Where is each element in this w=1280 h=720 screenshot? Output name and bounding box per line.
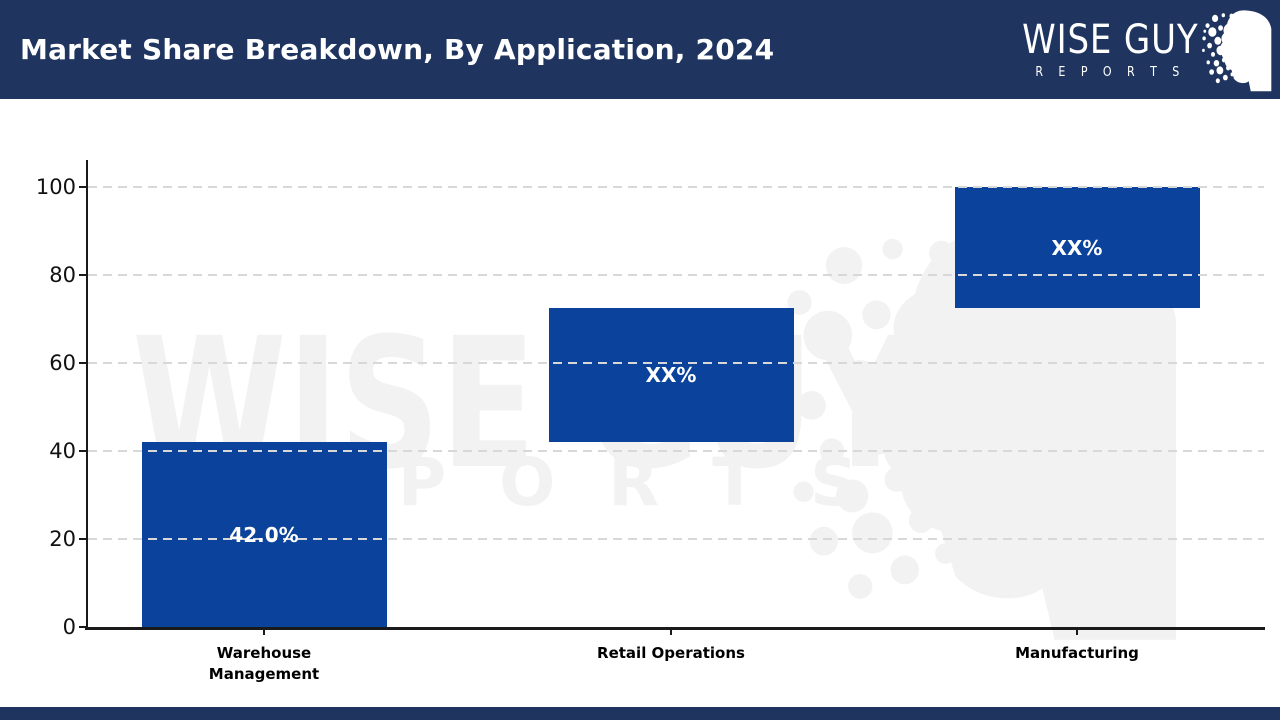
y-tick-label: 0 (62, 615, 76, 639)
y-tick-label: 40 (49, 439, 76, 463)
y-tick-mark (79, 538, 88, 540)
x-category-label: Warehouse Management (208, 644, 320, 683)
y-tick-label: 100 (35, 175, 76, 199)
x-tick-mark (1076, 627, 1078, 635)
y-axis-line (86, 160, 88, 629)
x-axis-line (85, 627, 1265, 630)
watermark-face-icon (767, 223, 1176, 640)
y-tick-mark (79, 362, 88, 364)
bar-warehouse-management (141, 442, 387, 627)
logo-subtext: R E P O R T S (1034, 64, 1185, 80)
header-bar: Market Share Breakdown, By Application, … (0, 0, 1280, 99)
y-tick-mark (79, 450, 88, 452)
bar-retail-operations (548, 308, 794, 443)
page-title: Market Share Breakdown, By Application, … (20, 33, 775, 66)
y-tick-label: 60 (49, 351, 76, 375)
y-tick-label: 80 (49, 263, 76, 287)
gridline-100 (88, 186, 1264, 188)
x-tick-mark (670, 627, 672, 635)
gridline-60 (88, 362, 1264, 364)
wiseguy-face-icon (1202, 9, 1272, 91)
footer-bar (0, 707, 1280, 720)
gridline-80 (88, 274, 1264, 276)
gridline-20 (88, 538, 1264, 540)
x-category-label: Manufacturing (1015, 644, 1139, 662)
y-tick-mark (79, 626, 88, 628)
y-tick-mark (79, 274, 88, 276)
bar-value-label-retail-operations: XX% (645, 363, 697, 388)
x-category-label: Retail Operations (597, 644, 745, 662)
logo-text: WISE GUY R E P O R T S (1022, 20, 1198, 80)
gridline-40 (88, 450, 1264, 452)
y-tick-mark (79, 186, 88, 188)
bar-manufacturing (954, 187, 1200, 308)
y-tick-label: 20 (49, 527, 76, 551)
bar-value-label-manufacturing: XX% (1051, 235, 1103, 260)
bar-value-label-warehouse-management: 42.0% (229, 522, 299, 547)
wiseguy-logo: WISE GUY R E P O R T S (991, 8, 1272, 92)
logo-wordmark: WISE GUY (1021, 16, 1198, 63)
x-tick-mark (263, 627, 265, 635)
